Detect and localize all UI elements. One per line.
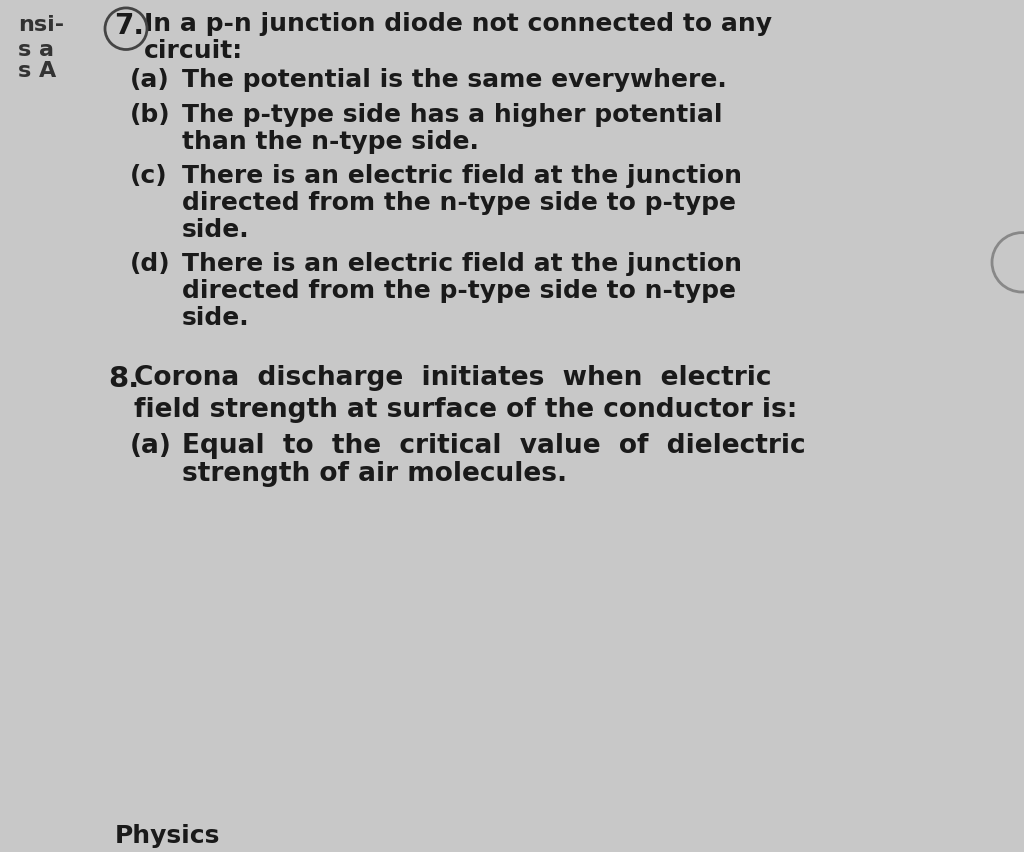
Text: directed from the n-type side to p-type: directed from the n-type side to p-type [182, 191, 736, 215]
Text: 7.: 7. [114, 12, 144, 40]
Text: strength of air molecules.: strength of air molecules. [182, 461, 567, 487]
Text: nsi-: nsi- [18, 14, 65, 35]
Text: 8.: 8. [108, 366, 139, 394]
Text: directed from the p-type side to n-type: directed from the p-type side to n-type [182, 279, 736, 303]
Text: Corona  discharge  initiates  when  electric: Corona discharge initiates when electric [134, 366, 771, 391]
Text: (b): (b) [130, 103, 171, 127]
Text: (a): (a) [130, 433, 172, 458]
Text: In a p-n junction diode not connected to any: In a p-n junction diode not connected to… [144, 12, 772, 36]
Text: field strength at surface of the conductor is:: field strength at surface of the conduct… [134, 397, 798, 423]
Text: side.: side. [182, 306, 250, 330]
Text: The p-type side has a higher potential: The p-type side has a higher potential [182, 103, 723, 127]
Text: than the n-type side.: than the n-type side. [182, 130, 479, 153]
Text: The potential is the same everywhere.: The potential is the same everywhere. [182, 68, 727, 92]
Text: side.: side. [182, 218, 250, 242]
Text: There is an electric field at the junction: There is an electric field at the juncti… [182, 164, 742, 188]
Text: Physics: Physics [115, 824, 220, 848]
Text: s a: s a [18, 39, 54, 60]
Text: Equal  to  the  critical  value  of  dielectric: Equal to the critical value of dielectri… [182, 433, 806, 458]
Text: s A: s A [18, 61, 56, 82]
Text: (a): (a) [130, 68, 170, 92]
Text: (d): (d) [130, 252, 171, 276]
Text: circuit:: circuit: [144, 38, 243, 62]
Text: (c): (c) [130, 164, 168, 188]
Text: There is an electric field at the junction: There is an electric field at the juncti… [182, 252, 742, 276]
